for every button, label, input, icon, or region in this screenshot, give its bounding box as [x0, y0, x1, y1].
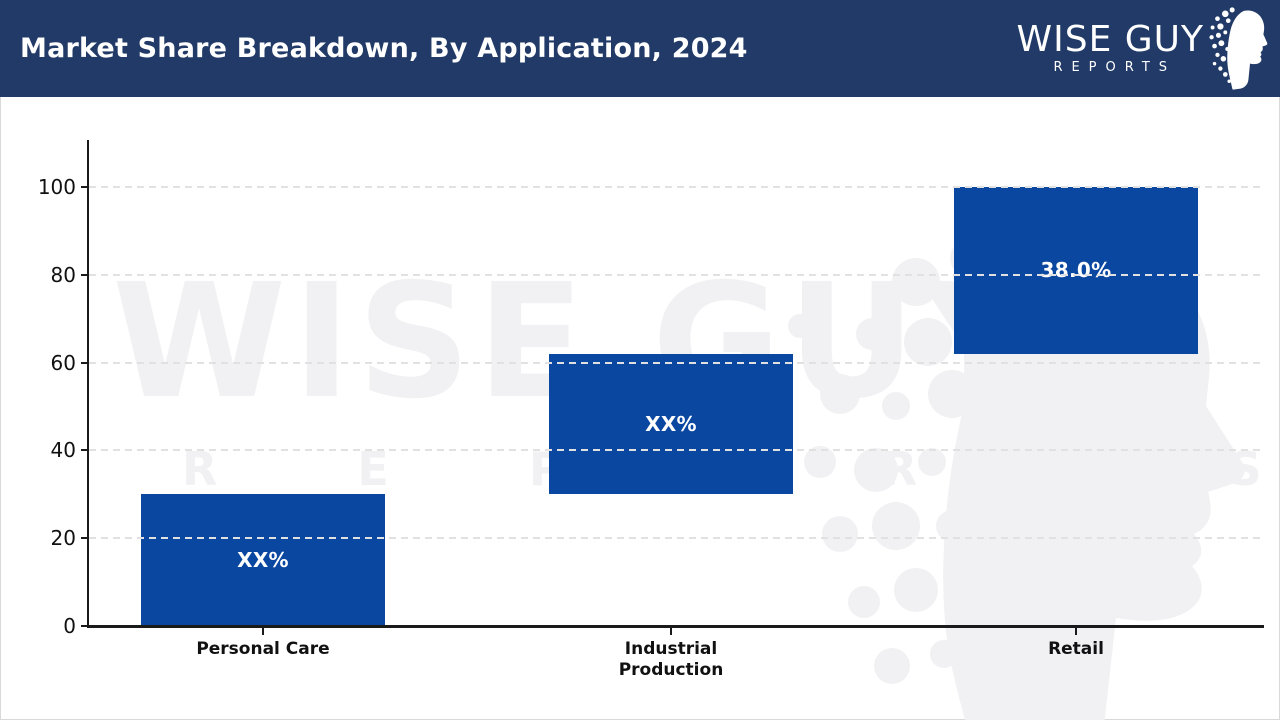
- x-tick-mark-industrial-production: [670, 628, 672, 635]
- x-category-label-personal-care: Personal Care: [196, 639, 330, 659]
- gridline-y-60: [89, 361, 1264, 364]
- x-tick-mark-personal-care: [262, 628, 264, 635]
- brand-logo-text: WISE GUY REPORTS: [1017, 21, 1205, 76]
- page-title: Market Share Breakdown, By Application, …: [20, 33, 748, 64]
- brand-head-profile-icon: [1209, 6, 1268, 89]
- y-tick-label-100: 100: [37, 175, 76, 199]
- bar-value-label-retail: 38.0%: [1040, 258, 1112, 283]
- y-tick-mark-80: [81, 273, 87, 276]
- x-tick-mark-retail: [1075, 628, 1077, 635]
- y-tick-label-40: 40: [50, 438, 76, 463]
- bar-industrial-production: XX%: [549, 353, 793, 495]
- gridline-y-20: [89, 537, 1264, 540]
- gridline-y-80: [89, 273, 1264, 276]
- gridline-y-100: [89, 186, 1264, 188]
- bar-retail: 38.0%: [954, 187, 1198, 354]
- brand-tagline: REPORTS: [1053, 60, 1177, 75]
- x-category-label-industrial-production: Industrial Production: [618, 639, 724, 680]
- header-bar: Market Share Breakdown, By Application, …: [0, 0, 1280, 97]
- bar-value-label-industrial-production: XX%: [645, 412, 697, 437]
- y-tick-mark-20: [81, 537, 87, 540]
- brand-logo: WISE GUY REPORTS: [1017, 6, 1280, 92]
- x-category-label-retail: Retail: [1048, 639, 1104, 659]
- y-tick-label-0: 0: [63, 614, 76, 638]
- y-tick-mark-100: [81, 186, 87, 188]
- bar-personal-care: XX%: [141, 494, 385, 626]
- y-tick-label-60: 60: [50, 350, 76, 375]
- y-axis-spine: [87, 140, 89, 627]
- gridline-y-40: [89, 449, 1264, 452]
- y-tick-mark-0: [81, 625, 87, 627]
- y-tick-mark-60: [81, 361, 87, 364]
- y-tick-mark-40: [81, 449, 87, 452]
- brand-name: WISE GUY: [1016, 19, 1204, 60]
- y-tick-label-20: 20: [50, 526, 76, 551]
- bar-value-label-personal-care: XX%: [237, 548, 289, 573]
- y-tick-label-80: 80: [50, 262, 76, 287]
- x-axis-spine: [87, 625, 1264, 628]
